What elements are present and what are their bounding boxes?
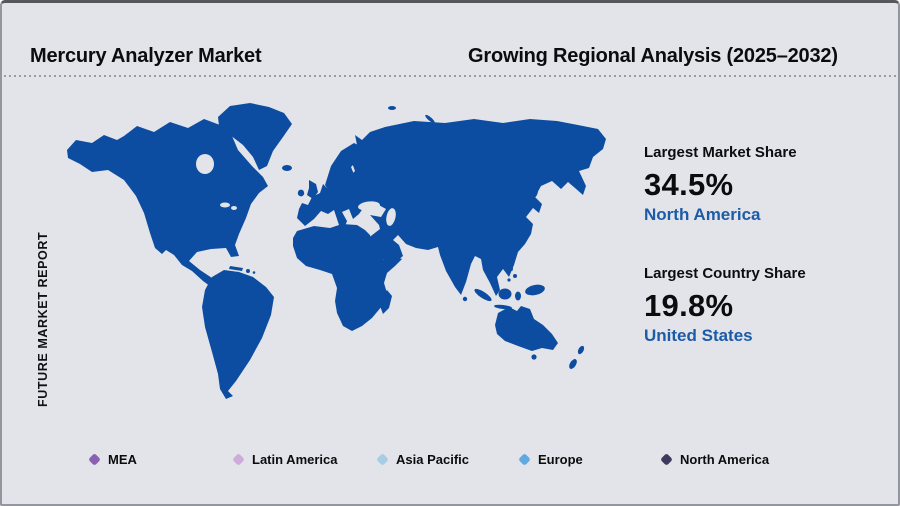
- stat-value: 34.5%: [644, 167, 734, 202]
- stat-region: United States: [644, 326, 753, 345]
- legend-marker-asia-pacific: [376, 453, 389, 466]
- legend-marker-north-america: [660, 453, 673, 466]
- map-water-cutouts: [196, 154, 396, 226]
- stat-value: 19.8%: [644, 288, 734, 323]
- region-south-america: [202, 270, 274, 399]
- stat-label: Largest Country Share: [644, 265, 806, 282]
- legend-marker-latin-america: [232, 453, 245, 466]
- legend-label: Latin America: [252, 452, 338, 467]
- map-landmass: [67, 103, 606, 399]
- stat-label: Largest Market Share: [644, 144, 797, 161]
- legend-label: Asia Pacific: [396, 452, 469, 467]
- legend-marker-europe: [518, 453, 531, 466]
- region-africa: [293, 224, 402, 331]
- legend-item-north-america: North America: [660, 452, 770, 467]
- legend-label: North America: [680, 452, 770, 467]
- legend-label: MEA: [108, 452, 137, 467]
- legend-item-europe: Europe: [518, 452, 583, 467]
- region-north-america: [67, 119, 268, 289]
- legend-item-mea: MEA: [88, 452, 137, 467]
- legend-label: Europe: [538, 452, 583, 467]
- world-map: [62, 98, 612, 408]
- dotted-divider: [4, 74, 896, 77]
- page-title: Mercury Analyzer Market: [30, 45, 262, 67]
- region-australia: [495, 306, 558, 351]
- stat-region: North America: [644, 205, 761, 224]
- stat-largest-country-share: Largest Country Share 19.8% United State…: [644, 264, 894, 346]
- legend-item-asia-pacific: Asia Pacific: [376, 452, 469, 467]
- report-subtitle: Growing Regional Analysis (2025–2032): [468, 45, 838, 67]
- legend-item-latin-america: Latin America: [232, 452, 338, 467]
- world-map-svg: [67, 103, 606, 399]
- stat-largest-market-share: Largest Market Share 34.5% North America: [644, 143, 894, 225]
- legend-marker-mea: [88, 453, 101, 466]
- brand-watermark: FUTURE MARKET REPORT: [36, 231, 50, 407]
